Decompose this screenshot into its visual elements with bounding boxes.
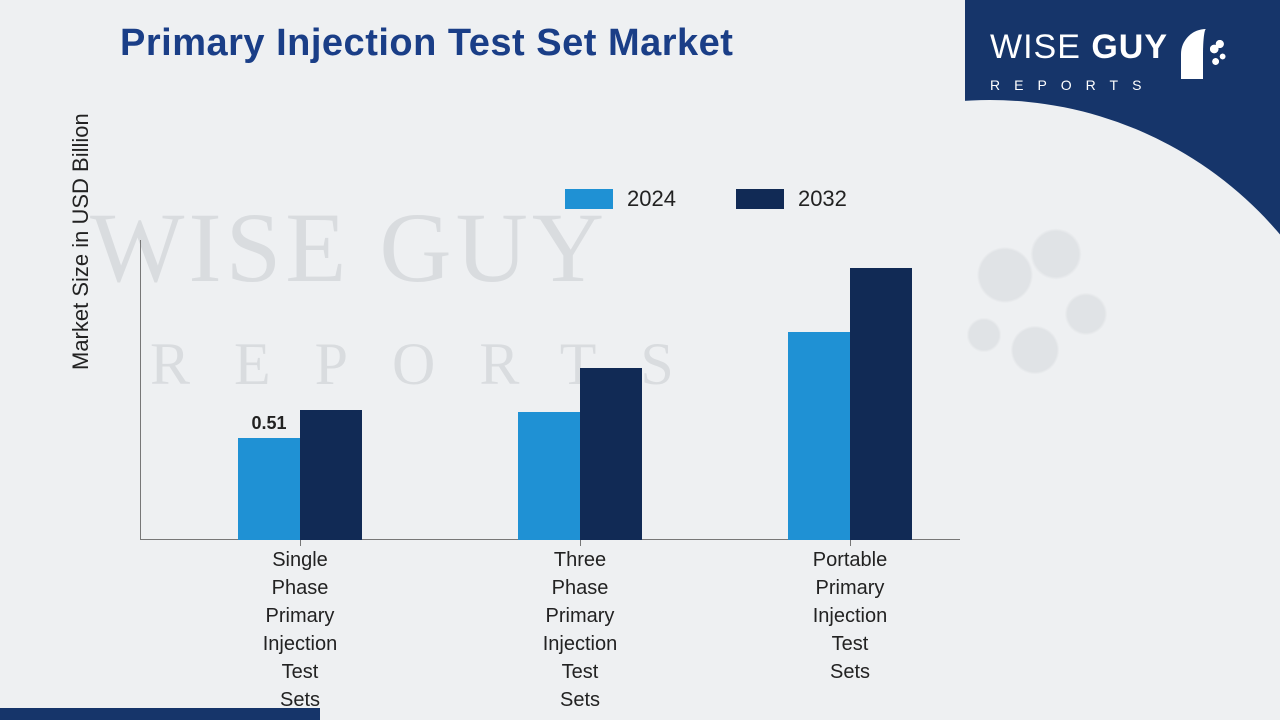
logo-head-icon — [1181, 29, 1231, 79]
legend-label-2024: 2024 — [627, 186, 676, 212]
logo-guy: GUY — [1091, 28, 1168, 67]
page-canvas: Primary Injection Test Set Market WISE G… — [0, 0, 1280, 720]
category-label: PortablePrimaryInjectionTestSets — [795, 546, 905, 686]
legend-swatch-2024 — [565, 189, 613, 209]
logo-wise: WISE — [990, 28, 1081, 67]
y-axis-line — [140, 240, 141, 540]
category-label: ThreePhasePrimaryInjectionTestSets — [525, 546, 635, 714]
bar — [300, 410, 362, 540]
legend-swatch-2032 — [736, 189, 784, 209]
bar-chart: 0.51 SinglePhasePrimaryInjectionTestSets… — [100, 220, 960, 710]
logo-subtext: REPORTS — [990, 77, 1240, 93]
bar — [850, 268, 912, 540]
legend-item-2024: 2024 — [565, 186, 676, 212]
legend-label-2032: 2032 — [798, 186, 847, 212]
y-axis-label: Market Size in USD Billion — [68, 113, 94, 370]
legend: 2024 2032 — [565, 186, 847, 212]
bar — [580, 368, 642, 540]
plot-area: 0.51 — [140, 240, 960, 540]
bar — [788, 332, 850, 540]
brand-logo: WISE GUY REPORTS — [990, 28, 1240, 93]
category-label: SinglePhasePrimaryInjectionTestSets — [245, 546, 355, 714]
legend-item-2032: 2032 — [736, 186, 847, 212]
page-title: Primary Injection Test Set Market — [120, 22, 733, 65]
bar — [518, 412, 580, 540]
bar — [238, 438, 300, 540]
value-label: 0.51 — [239, 413, 299, 434]
